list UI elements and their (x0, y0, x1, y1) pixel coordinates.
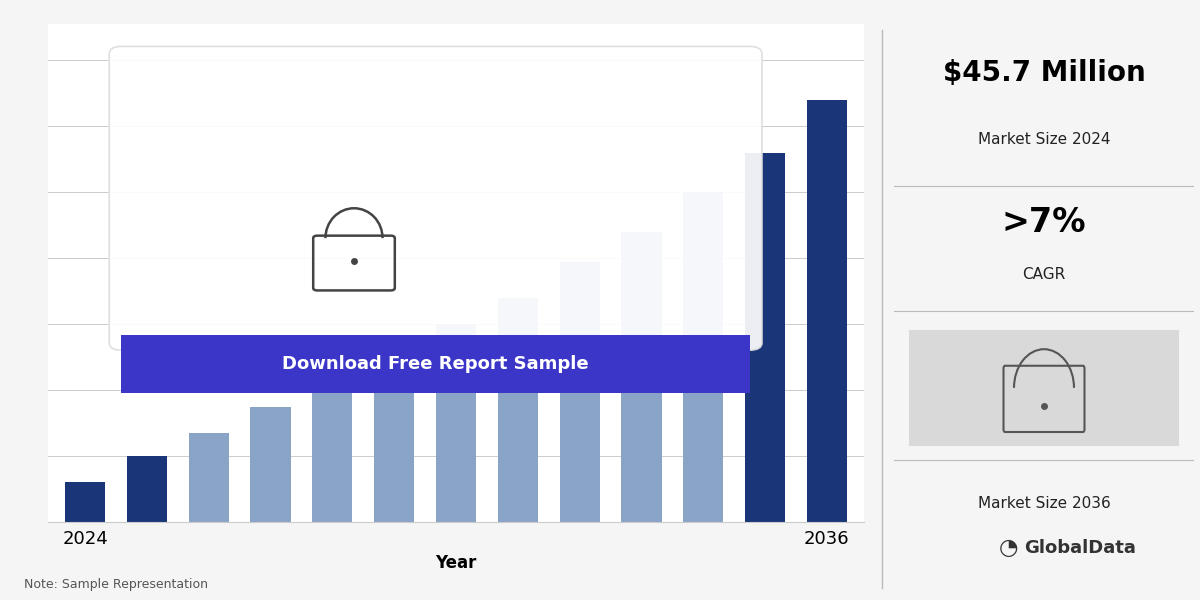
Text: CAGR: CAGR (1022, 267, 1066, 282)
Text: Download Free Report Sample: Download Free Report Sample (282, 355, 589, 373)
Bar (312, 380, 353, 522)
Bar (498, 298, 538, 522)
Text: ◔: ◔ (998, 538, 1018, 558)
Text: $45.7 Million: $45.7 Million (943, 59, 1145, 87)
FancyBboxPatch shape (121, 335, 750, 392)
FancyBboxPatch shape (910, 330, 1178, 446)
FancyBboxPatch shape (109, 46, 762, 350)
Bar (745, 153, 785, 522)
Bar (374, 350, 414, 522)
Bar (806, 100, 847, 522)
Text: Market Size 2024: Market Size 2024 (978, 132, 1110, 147)
Bar (188, 433, 229, 522)
Text: Market Size 2036: Market Size 2036 (978, 496, 1110, 511)
Text: >7%: >7% (1002, 206, 1086, 239)
Text: GlobalData: GlobalData (1024, 539, 1136, 557)
Bar (436, 324, 476, 522)
Bar (683, 192, 724, 522)
Text: Note: Sample Representation: Note: Sample Representation (24, 578, 208, 591)
Bar (251, 407, 290, 522)
Bar (65, 482, 106, 522)
Bar (622, 232, 661, 522)
Bar (559, 262, 600, 522)
Bar (127, 456, 167, 522)
X-axis label: Year: Year (436, 554, 476, 572)
